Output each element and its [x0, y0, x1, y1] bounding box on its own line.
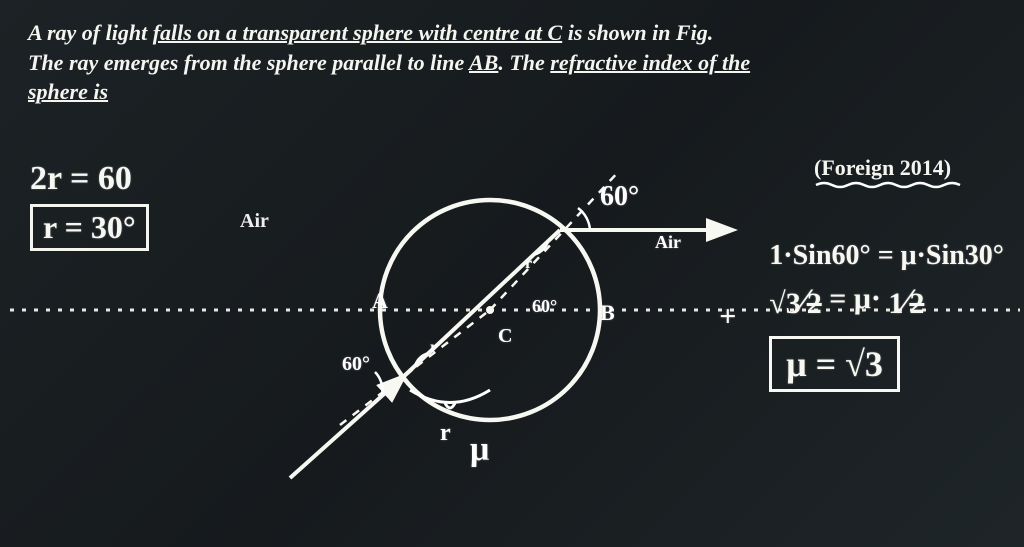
- work-area: 2r = 60 r = 30° Air: [0, 130, 1024, 547]
- denom2a: 2: [807, 287, 822, 320]
- snell-eq: = μ·: [829, 282, 881, 315]
- wavy-underline: [816, 183, 960, 187]
- air-label-left: Air: [240, 210, 269, 233]
- arc-60-out: [578, 208, 590, 230]
- q-u3: refractive index of the: [550, 50, 750, 75]
- q-u1: falls on a transparent sphere with centr…: [153, 20, 563, 45]
- label-60-left: 60°: [342, 353, 370, 375]
- incident-ray: [290, 378, 402, 478]
- q-line2b: . The: [498, 50, 550, 75]
- q-part2: is shown in Fig.: [562, 20, 713, 45]
- working-left: 2r = 60 r = 30°: [30, 160, 149, 251]
- q-line3: sphere is: [28, 79, 108, 104]
- numer1: 1: [888, 287, 903, 320]
- source-text: (Foreign 2014): [814, 155, 951, 180]
- label-r2: r: [525, 255, 532, 272]
- question-text: A ray of light falls on a transparent sp…: [0, 0, 1024, 107]
- root3: √3: [769, 287, 800, 320]
- result-boxed: μ = √3: [769, 336, 900, 392]
- arc-60-left: [375, 372, 382, 395]
- snell-working: 1·Sin60° = μ·Sin30° + √3⁄2 = μ· 1⁄2 μ = …: [769, 240, 1004, 392]
- optics-diagram: A B C r 60° 60° 60° Air μ r r: [300, 140, 680, 460]
- brace-r: [410, 390, 490, 403]
- label-mu: μ: [470, 431, 489, 468]
- air-label-right: Air: [655, 232, 681, 252]
- label-r-brace: r: [440, 420, 451, 446]
- q-part1: A ray of light: [28, 20, 153, 45]
- label-b: B: [600, 300, 615, 325]
- label-r1: r: [430, 339, 437, 356]
- plus-sign: +: [719, 300, 736, 334]
- snell-line2: √3⁄2 = μ· 1⁄2: [769, 280, 1004, 322]
- label-c: C: [498, 325, 512, 347]
- label-60-out: 60°: [600, 181, 639, 212]
- label-60-inside: 60°: [532, 296, 557, 316]
- denom2b: 2: [909, 287, 924, 320]
- snell-line1: 1·Sin60° = μ·Sin30°: [769, 240, 1004, 272]
- eq-r-30-boxed: r = 30°: [30, 204, 149, 251]
- q-u2: AB: [469, 50, 498, 75]
- q-line2a: The ray emerges from the sphere parallel…: [28, 50, 469, 75]
- source-tag: (Foreign 2014): [814, 155, 964, 189]
- eq-2r-60: 2r = 60: [30, 160, 149, 198]
- label-a: A: [372, 288, 388, 313]
